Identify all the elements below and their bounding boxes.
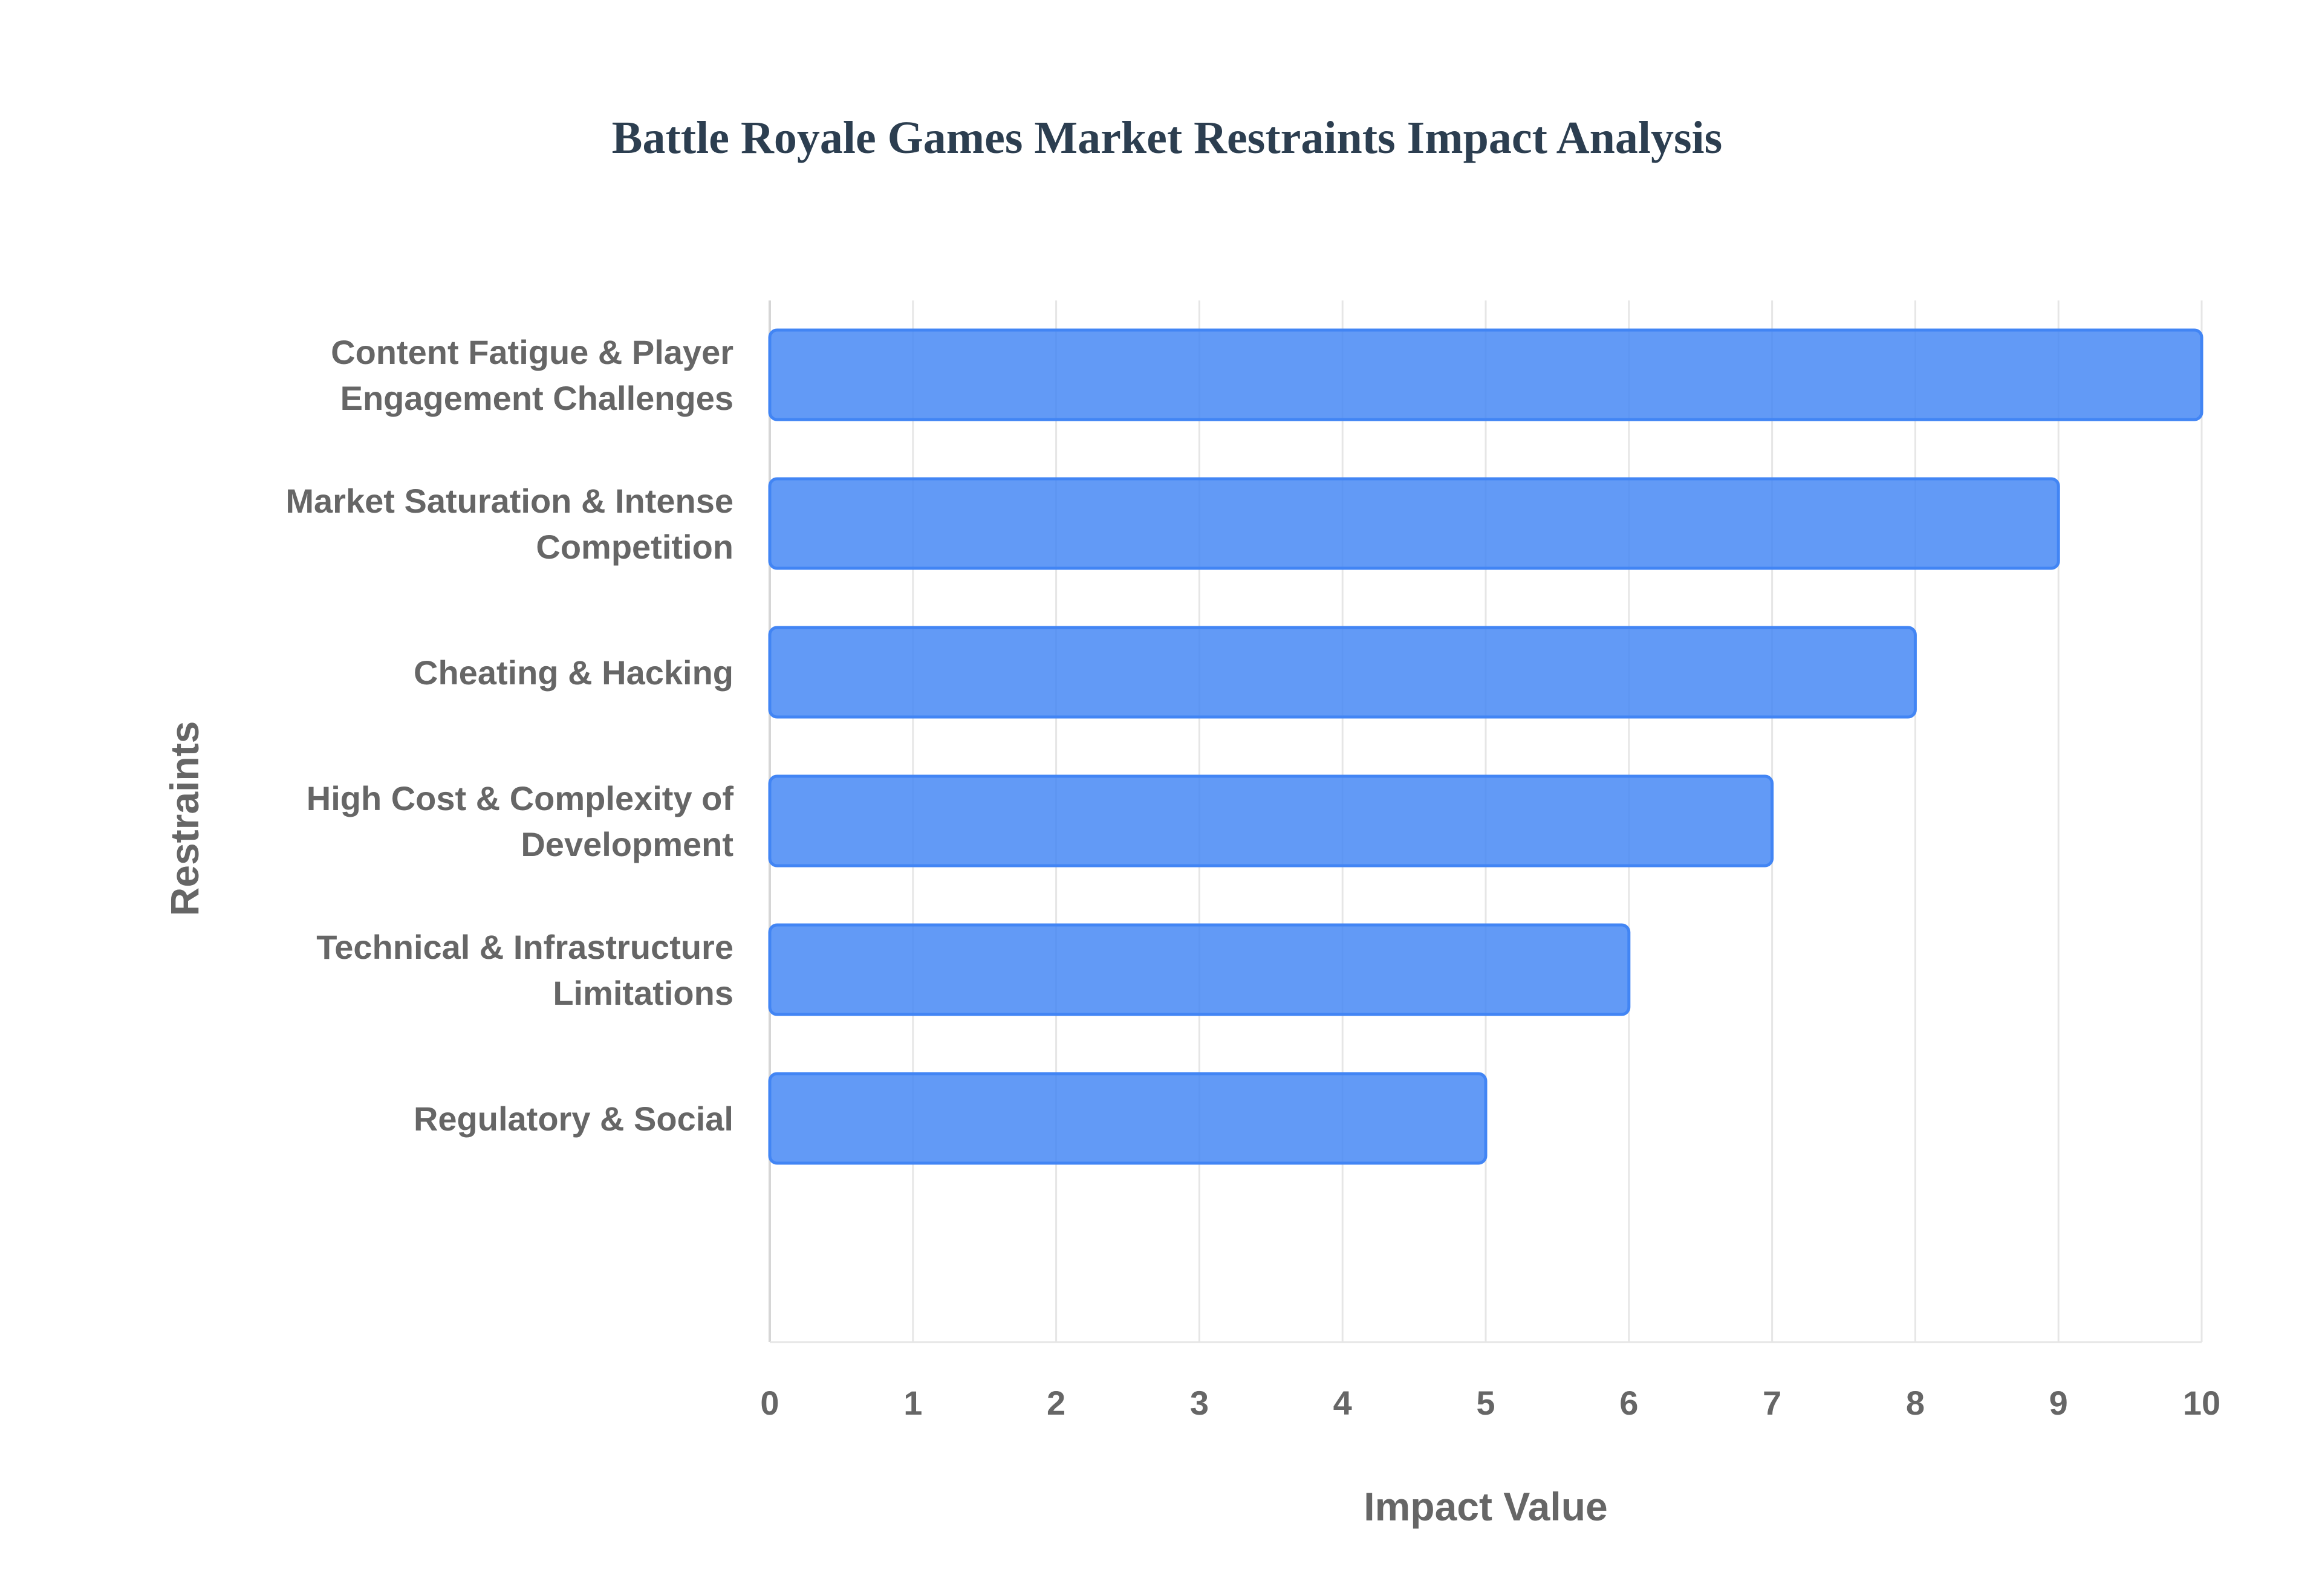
bar[interactable] [768, 1072, 1488, 1165]
x-tick-label: 1 [903, 1384, 922, 1422]
x-tick-label: 0 [760, 1384, 779, 1422]
x-axis-title: Impact Value [1364, 1484, 1608, 1529]
category-label: Technical & Infrastructure Limitations [316, 928, 733, 1012]
x-tick-label: 8 [1906, 1384, 1925, 1422]
x-tick-label: 4 [1333, 1384, 1352, 1422]
category-label-line: Technical & Infrastructure [316, 928, 733, 966]
category-label-line: Market Saturation & Intense [285, 482, 733, 520]
x-tick-label: 5 [1476, 1384, 1495, 1422]
bar[interactable] [768, 477, 2060, 570]
category-label-line: Development [521, 825, 733, 863]
bar[interactable] [768, 774, 1774, 868]
category-label-line: Content Fatigue & Player [331, 333, 733, 371]
x-tick-label: 10 [2183, 1384, 2220, 1422]
category-label-line: Engagement Challenges [340, 379, 733, 417]
category-label-line: Cheating & Hacking [414, 654, 733, 692]
category-label-line: High Cost & Complexity of [307, 779, 734, 817]
category-label-line: Limitations [553, 974, 733, 1012]
x-tick-label: 3 [1190, 1384, 1209, 1422]
chart-title: Battle Royale Games Market Restraints Im… [612, 112, 1722, 163]
category-label-line: Competition [536, 528, 733, 566]
category-label-line: Regulatory & Social [414, 1100, 733, 1138]
bar[interactable] [768, 923, 1631, 1016]
bar[interactable] [768, 626, 1917, 719]
x-tick-label: 2 [1047, 1384, 1065, 1422]
x-tick-label: 7 [1763, 1384, 1781, 1422]
x-tick-label: 6 [1619, 1384, 1638, 1422]
category-label: Regulatory & Social [414, 1100, 733, 1138]
category-label: High Cost & Complexity of Development [307, 779, 734, 863]
bar[interactable] [768, 328, 2203, 421]
category-label: Content Fatigue & Player Engagement Chall… [331, 333, 733, 417]
y-axis-title: Restraints [162, 721, 207, 916]
category-label: Market Saturation & Intense Competition [285, 482, 733, 566]
category-labels: Content Fatigue & Player Engagement Chall… [285, 333, 733, 1138]
bars [768, 328, 2203, 1165]
x-tick-label: 9 [2049, 1384, 2068, 1422]
x-tick-labels: 0 1 2 3 4 5 6 7 8 9 10 [760, 1384, 2220, 1422]
category-label: Cheating & Hacking [414, 654, 733, 692]
